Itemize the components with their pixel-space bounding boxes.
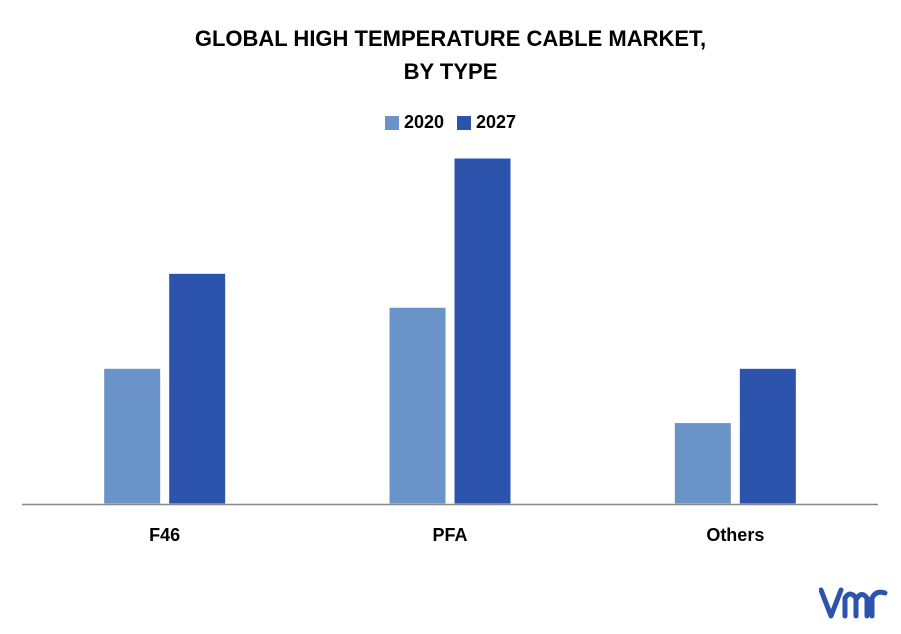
chart-title-line1: GLOBAL HIGH TEMPERATURE CABLE MARKET,	[194, 26, 707, 51]
x-tick-label-f46: F46	[149, 525, 180, 545]
bar-pfa-2027	[453, 157, 512, 505]
legend-label-2020: 2020	[403, 112, 444, 132]
legend-swatch-2027	[457, 115, 471, 130]
bar-f46-2020	[103, 367, 162, 505]
bar-pfa-2020	[388, 306, 447, 505]
legend-swatch-2020	[384, 115, 399, 130]
chart-title: GLOBAL HIGH TEMPERATURE CABLE MARKET, BY…	[0, 22, 901, 88]
bar-others-2020	[673, 422, 732, 505]
legend-item-2027: 2027	[457, 112, 516, 133]
chart-title-line2: BY TYPE	[403, 59, 498, 84]
vmr-logo	[819, 587, 888, 619]
bar-f46-2027	[168, 272, 227, 505]
legend-item-2020: 2020	[384, 112, 444, 133]
x-tick-label-others: Others	[706, 525, 764, 545]
x-tick-label-pfa: PFA	[432, 525, 467, 545]
legend-label-2027: 2027	[476, 112, 517, 132]
chart-legend: 2020 2027	[0, 112, 901, 135]
bar-others-2027	[738, 367, 797, 505]
